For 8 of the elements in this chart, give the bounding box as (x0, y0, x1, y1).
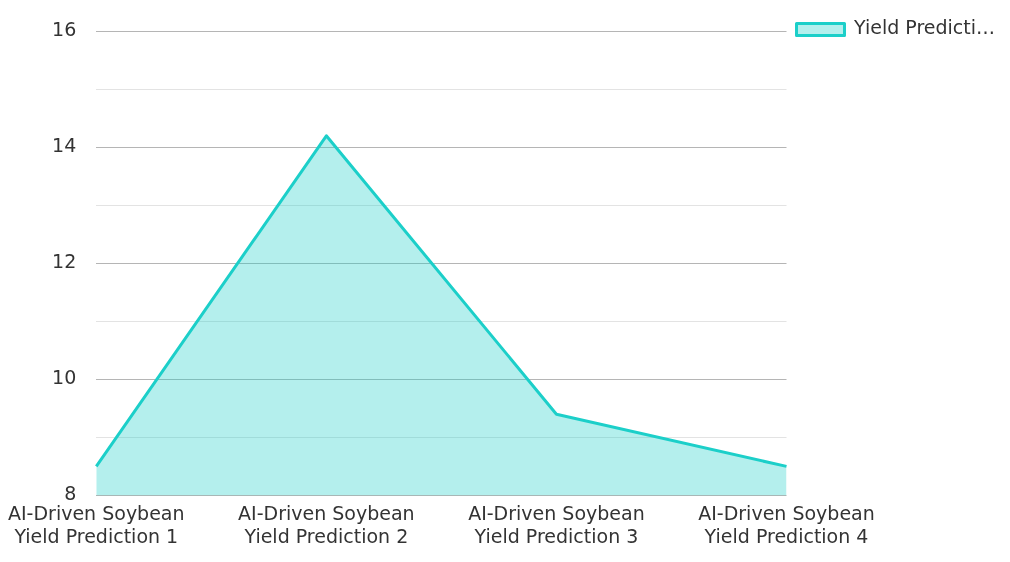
x-tick-label: AI-Driven Soybean Yield Prediction 2 (238, 501, 415, 547)
y-tick-label: 12 (52, 250, 77, 273)
y-tick-label: 14 (52, 134, 77, 157)
legend-label: Yield Predicti… (853, 16, 995, 39)
x-tick-label: AI-Driven Soybean Yield Prediction 4 (698, 501, 875, 547)
x-tick-label: AI-Driven Soybean Yield Prediction 3 (468, 501, 645, 547)
y-tick-label: 16 (52, 18, 77, 41)
y-tick-label: 10 (52, 366, 77, 389)
